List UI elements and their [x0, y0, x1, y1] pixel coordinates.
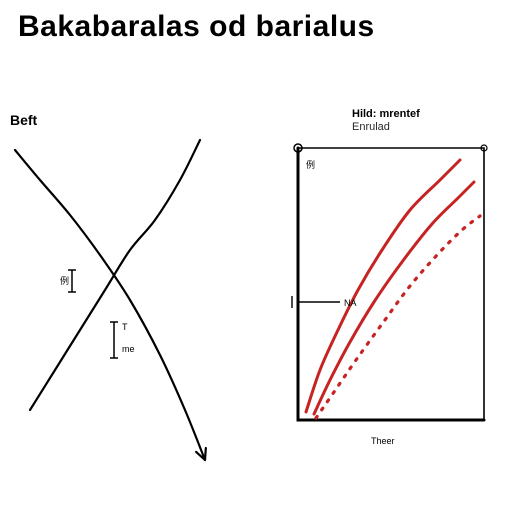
annotation-label: 例	[60, 275, 69, 286]
axis-top-label: 例	[306, 159, 315, 170]
right-dotted-curve	[316, 216, 480, 418]
annotation-label: me	[122, 344, 135, 354]
right-frame-close	[298, 148, 484, 420]
page-title: Bakabaralas od barialus	[18, 10, 375, 44]
chart-svg: 例 Tme 例 NA Theer	[0, 80, 512, 500]
right-solid-curve	[314, 182, 474, 414]
left-curve-down	[15, 150, 205, 460]
charts-container: 例 Tme 例 NA Theer	[0, 80, 512, 500]
axis-mid-label: NA	[344, 298, 357, 308]
right-bottom-label: Theer	[371, 436, 395, 446]
right-axis	[298, 148, 484, 420]
annotation-label: T	[122, 322, 128, 332]
